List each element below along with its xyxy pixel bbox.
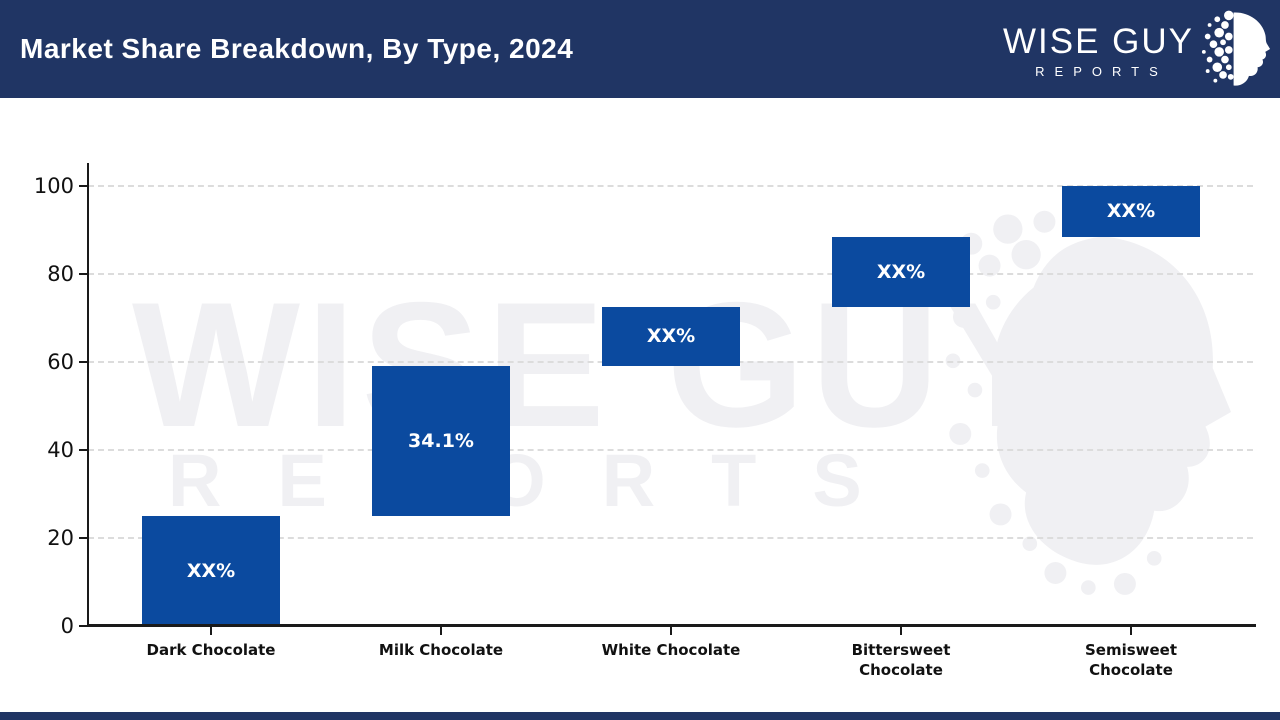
y-tick-label-20: 20 (47, 526, 74, 550)
x-label-dark-chocolate: Dark Chocolate (146, 641, 276, 659)
y-tick-100 (79, 185, 88, 187)
footer-bar (0, 712, 1280, 720)
x-tick-semisweet-chocolate (1130, 627, 1132, 635)
brand-subtitle: REPORTS (1035, 64, 1168, 79)
brand-logo: WISE GUY REPORTS (1003, 6, 1272, 92)
bar-label-milk-chocolate: 34.1% (408, 429, 474, 452)
watermark-text-line2: REPORTS (168, 439, 918, 522)
bar-dark-chocolate (142, 516, 280, 626)
x-axis (87, 624, 1256, 627)
bar-label-bittersweet-chocolate: XX% (876, 260, 926, 283)
gridline-100 (88, 185, 1253, 187)
bar-milk-chocolate (372, 365, 510, 516)
brand-logo-text: WISE GUY REPORTS (1003, 22, 1194, 79)
x-tick-bittersweet-chocolate (900, 627, 902, 635)
bar-bittersweet-chocolate (832, 236, 970, 307)
watermark-head-graphic (945, 210, 1232, 595)
y-tick-60 (79, 361, 88, 363)
gridline-80 (88, 273, 1253, 275)
bar-semisweet-chocolate (1062, 186, 1200, 237)
brand-head-icon (1201, 10, 1271, 86)
x-label-white-chocolate: White Chocolate (601, 641, 741, 659)
x-tick-white-chocolate (670, 627, 672, 635)
bar-label-white-chocolate: XX% (646, 325, 696, 348)
x-label-semisweet-chocolate: Semisweet Chocolate (1084, 641, 1178, 679)
y-tick-label-40: 40 (47, 438, 74, 462)
x-tick-milk-chocolate (440, 627, 442, 635)
bar-white-chocolate (602, 307, 740, 366)
y-tick-label-60: 60 (47, 350, 74, 374)
bar-label-semisweet-chocolate: XX% (1106, 200, 1156, 223)
page-title: Market Share Breakdown, By Type, 2024 (20, 33, 574, 64)
y-axis (87, 163, 89, 626)
header-bar: Market Share Breakdown, By Type, 2024 WI… (0, 0, 1280, 98)
y-tick-label-100: 100 (33, 174, 74, 198)
x-label-bittersweet-chocolate: Bittersweet Chocolate (851, 641, 951, 679)
y-tick-40 (79, 449, 88, 451)
y-tick-20 (79, 537, 88, 539)
y-tick-label-80: 80 (47, 262, 74, 286)
gridline-20 (88, 537, 1253, 539)
brand-name: WISE GUY (1002, 22, 1194, 61)
x-label-milk-chocolate: Milk Chocolate (378, 641, 504, 659)
bar-label-dark-chocolate: XX% (186, 560, 236, 582)
y-tick-80 (79, 273, 88, 275)
x-tick-dark-chocolate (210, 627, 212, 635)
y-tick-label-0: 0 (60, 614, 74, 638)
y-tick-0 (79, 625, 88, 627)
gridline-40 (88, 449, 1253, 451)
